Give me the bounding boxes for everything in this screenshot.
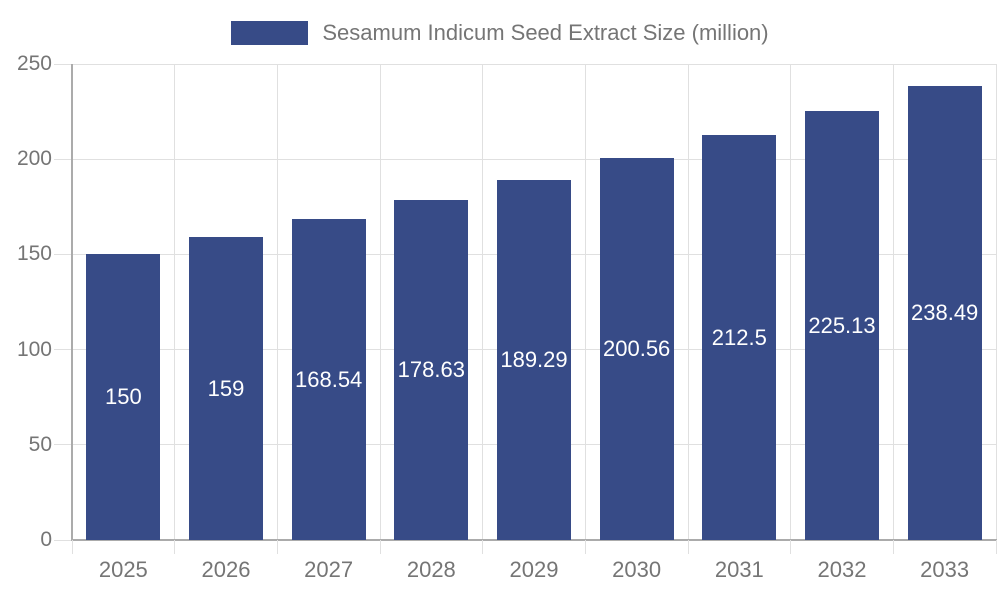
grid-line-vertical (995, 64, 997, 540)
x-axis-label: 2029 (509, 557, 559, 582)
x-axis-tick (687, 540, 689, 554)
legend-swatch (231, 21, 309, 45)
x-axis-tick (174, 540, 176, 554)
x-axis-line (71, 539, 997, 541)
x-axis-label: 2031 (714, 557, 764, 582)
y-axis-line (71, 64, 73, 541)
bar-value-label: 225.13 (808, 312, 876, 338)
bar-value-label: 159 (207, 375, 245, 401)
legend-item[interactable]: Sesamum Indicum Seed Extract Size (milli… (231, 20, 769, 46)
grid-line-vertical (379, 64, 381, 540)
bar-value-label: 189.29 (500, 346, 568, 372)
grid-line-vertical (790, 64, 792, 540)
bar-2031: 212.5 (702, 135, 777, 540)
plot-area: 150 159 168.54 178.63 189.29 200.56 212.5 225.1… (54, 63, 997, 541)
bar-2029: 189.29 (497, 179, 571, 540)
grid-line-horizontal (54, 63, 996, 65)
y-axis-label: 50 (28, 432, 52, 456)
x-axis-tick (379, 540, 381, 554)
bar-value-label: 212.5 (711, 324, 767, 350)
x-axis-label: 2030 (612, 557, 662, 582)
x-axis-tick (584, 540, 586, 554)
y-axis-tick (54, 539, 72, 541)
bar-2026: 159 (189, 237, 263, 540)
x-axis-tick (276, 540, 278, 554)
bar-value-label: 178.63 (397, 356, 465, 382)
x-axis-tick (482, 540, 484, 554)
bar-value-label: 150 (104, 384, 142, 410)
legend: Sesamum Indicum Seed Extract Size (milli… (0, 20, 1000, 46)
bar-value-label: 238.49 (911, 299, 979, 325)
bar-2033: 238.49 (907, 85, 982, 540)
y-axis-label: 100 (16, 337, 52, 361)
x-axis-label: 2027 (304, 557, 354, 582)
bar-value-label: 200.56 (603, 336, 671, 362)
y-axis-label: 150 (16, 242, 52, 266)
bar-2025: 150 (86, 254, 161, 540)
x-axis-tick (71, 540, 73, 554)
bar-2032: 225.13 (805, 111, 879, 540)
y-axis-label: 0 (40, 528, 52, 551)
x-axis-label: 2033 (920, 557, 970, 582)
x-axis-tick (892, 540, 894, 554)
bar-2030: 200.56 (599, 158, 674, 540)
legend-label: Sesamum Indicum Seed Extract Size (milli… (322, 20, 769, 45)
bar-value-label: 168.54 (295, 366, 363, 392)
grid-line-horizontal (54, 158, 996, 160)
y-axis-label: 250 (16, 52, 52, 75)
x-axis-label: 2025 (98, 557, 148, 582)
grid-line-vertical (482, 64, 484, 540)
bar-2028: 178.63 (394, 199, 469, 540)
grid-line-vertical (174, 64, 176, 540)
x-axis-label: 2028 (406, 557, 456, 582)
grid-line-vertical (276, 64, 278, 540)
x-axis-tick (995, 540, 997, 554)
grid-line-vertical (584, 64, 586, 540)
grid-line-vertical (687, 64, 689, 540)
grid-line-vertical (892, 64, 894, 540)
bar-2027: 168.54 (291, 219, 366, 540)
x-axis-label: 2032 (817, 557, 867, 582)
x-axis-label: 2026 (201, 557, 251, 582)
y-axis-label: 200 (16, 147, 52, 171)
x-axis-tick (790, 540, 792, 554)
